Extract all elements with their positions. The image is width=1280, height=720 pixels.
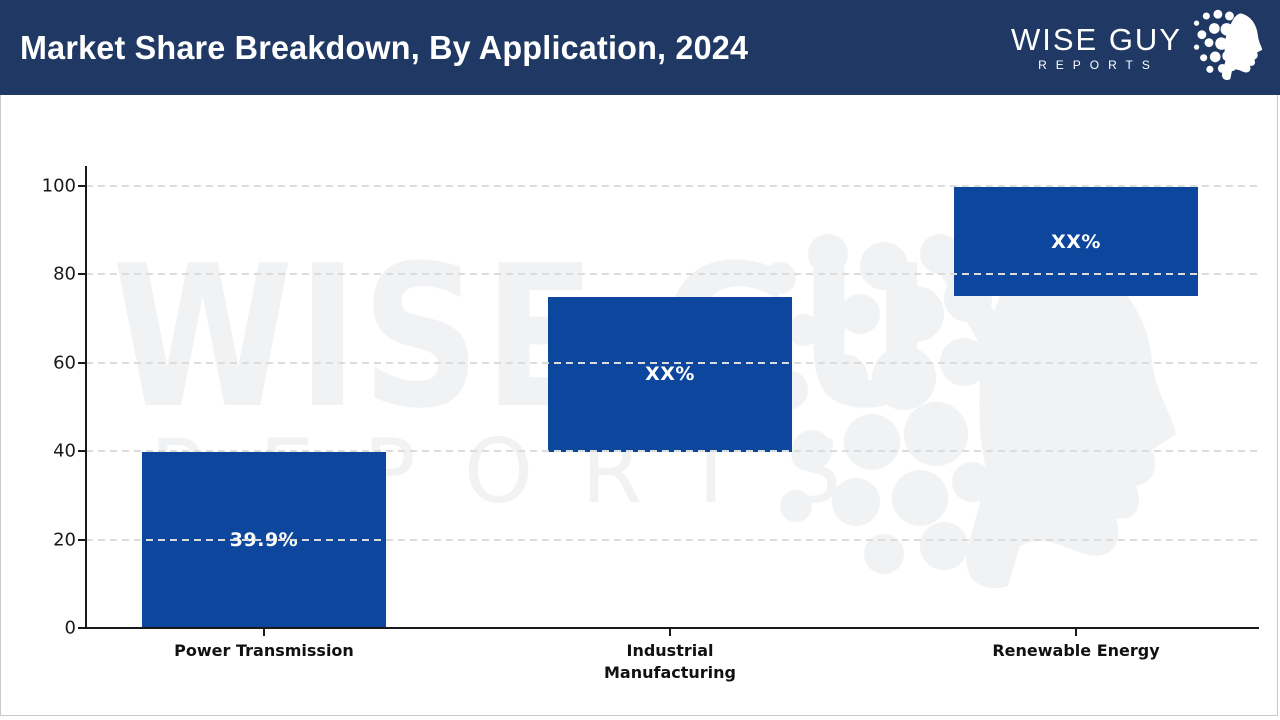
logo-subtext: REPORTS (1038, 58, 1159, 73)
x-category-label-renewable-energy: Renewable Energy (992, 641, 1160, 660)
x-tick-mark (263, 629, 265, 636)
y-tick-mark (78, 627, 85, 629)
x-category-label-power-transmission: Power Transmission (174, 641, 354, 660)
x-category-label-industrial-manufacturing: Industrial Manufacturing (604, 641, 736, 682)
y-tick-label: 20 (53, 529, 76, 551)
y-tick-mark (78, 538, 85, 541)
x-tick-mark (1075, 629, 1077, 636)
y-tick-label: 40 (53, 440, 76, 462)
y-tick-label: 60 (53, 352, 76, 374)
page-title: Market Share Breakdown, By Application, … (20, 28, 749, 66)
y-tick-label: 80 (53, 263, 76, 285)
bar-renewable-energy: XX% (954, 186, 1198, 297)
y-tick-mark (78, 450, 85, 453)
bar-value-label: XX% (645, 363, 695, 386)
x-axis-line (85, 627, 1259, 629)
x-tick-mark (669, 629, 671, 636)
gridline (86, 450, 1258, 453)
logo-face-icon (1193, 9, 1263, 81)
y-tick-mark (78, 273, 85, 276)
gridline (86, 273, 1258, 276)
gridline (86, 185, 1258, 187)
bar-industrial-manufacturing: XX% (548, 296, 792, 452)
y-axis-line (85, 166, 87, 629)
y-tick-label: 100 (41, 175, 76, 197)
y-tick-mark (78, 361, 85, 364)
header-bar: Market Share Breakdown, By Application, … (0, 0, 1280, 95)
bar-value-label: XX% (1051, 230, 1101, 253)
wise-guy-logo: WISE GUY REPORTS (1011, 8, 1266, 88)
y-tick-mark (78, 185, 85, 187)
logo-wordmark: WISE GUY (1010, 21, 1182, 57)
y-tick-label: 0 (64, 617, 76, 639)
gridline (86, 538, 1258, 541)
gridline (86, 361, 1258, 364)
